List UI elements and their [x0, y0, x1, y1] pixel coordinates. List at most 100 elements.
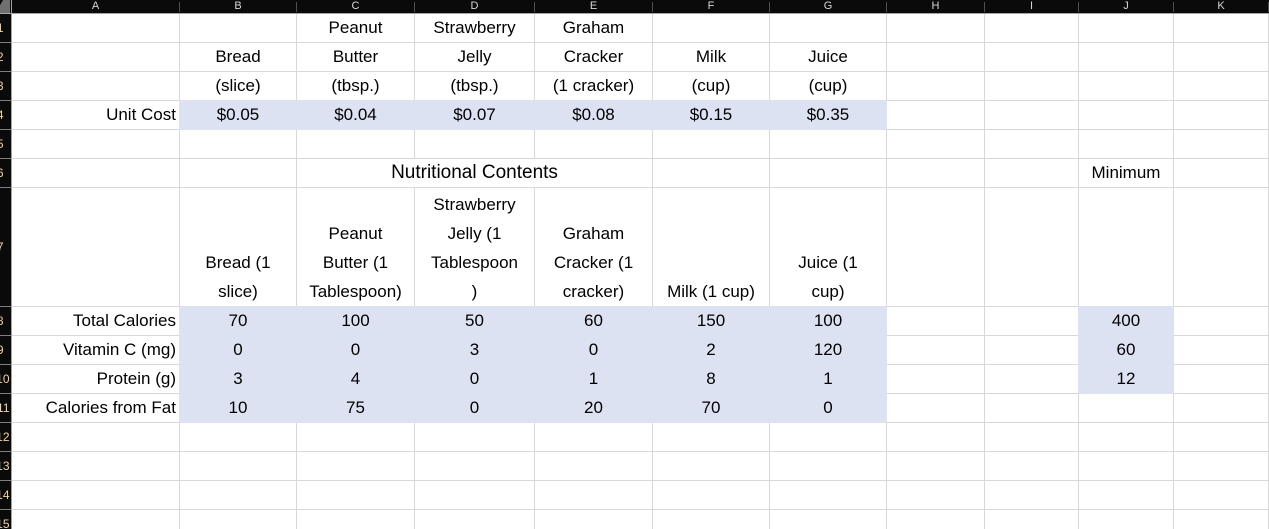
- header-bottom-border: [0, 13, 1269, 14]
- row-header-13[interactable]: 13: [0, 459, 10, 473]
- cell-A4-unit-cost-label[interactable]: Unit Cost: [106, 105, 176, 124]
- cell-E10[interactable]: 1: [588, 369, 599, 388]
- cell-D2[interactable]: Jelly: [457, 47, 492, 66]
- cell-D11[interactable]: 0: [469, 398, 480, 417]
- row-header-1[interactable]: 1: [0, 21, 4, 35]
- column-header-H[interactable]: H: [931, 0, 940, 12]
- cell-E4[interactable]: $0.08: [572, 105, 615, 124]
- gridline-vertical: [652, 14, 653, 529]
- cell-E8[interactable]: 60: [584, 311, 603, 330]
- cell-E7[interactable]: Graham Cracker (1 cracker): [553, 224, 634, 301]
- column-header-separator: [296, 2, 297, 12]
- cell-D4[interactable]: $0.07: [453, 105, 496, 124]
- row-header-15[interactable]: 15: [0, 517, 10, 529]
- column-header-J[interactable]: J: [1123, 0, 1129, 12]
- cell-D3[interactable]: (tbsp.): [450, 76, 499, 95]
- cell-B9[interactable]: 0: [233, 340, 243, 359]
- cell-G3[interactable]: (cup): [808, 76, 848, 95]
- cell-A10-protein-label[interactable]: Protein (g): [96, 369, 176, 388]
- cell-G7[interactable]: Juice (1 cup): [798, 253, 858, 301]
- cell-J10[interactable]: 12: [1116, 369, 1136, 388]
- cell-C3[interactable]: (tbsp.): [331, 76, 380, 95]
- cell-E1[interactable]: Graham: [562, 18, 625, 37]
- column-header-K[interactable]: K: [1217, 0, 1225, 12]
- column-header-G[interactable]: G: [823, 0, 833, 12]
- cell-C4[interactable]: $0.04: [334, 105, 377, 124]
- row-header-6[interactable]: 6: [0, 166, 4, 180]
- column-header-C[interactable]: C: [351, 0, 360, 12]
- row-header-7[interactable]: 7: [0, 240, 4, 254]
- row-header-14[interactable]: 14: [0, 488, 10, 502]
- cell-D7[interactable]: Strawberry Jelly (1 Tablespoon ): [431, 195, 518, 301]
- row-header-8[interactable]: 8: [0, 314, 4, 328]
- row-header-10[interactable]: 10: [0, 372, 10, 386]
- gridline-vertical: [534, 14, 535, 529]
- cell-D6-nutritional-contents-title[interactable]: Nutritional Contents: [391, 162, 558, 183]
- cell-D1[interactable]: Strawberry: [433, 18, 516, 37]
- row-header-5[interactable]: 5: [0, 137, 4, 151]
- cell-F3[interactable]: (cup): [691, 76, 731, 95]
- cell-E9[interactable]: 0: [588, 340, 599, 359]
- cell-D8[interactable]: 50: [465, 311, 484, 330]
- cell-D10[interactable]: 0: [469, 369, 480, 388]
- row-header-3[interactable]: 3: [0, 79, 4, 93]
- cell-F4[interactable]: $0.15: [689, 105, 733, 124]
- cell-B3[interactable]: (slice): [215, 76, 261, 95]
- cell-A8-total-calories-label[interactable]: Total Calories: [73, 311, 176, 330]
- cell-F11[interactable]: 70: [701, 398, 721, 417]
- cell-A11-calories-from-fat-label[interactable]: Calories from Fat: [45, 398, 176, 417]
- cell-G8[interactable]: 100: [813, 311, 843, 330]
- cell-J9[interactable]: 60: [1116, 340, 1136, 359]
- cell-B2[interactable]: Bread: [215, 47, 261, 66]
- column-header-A[interactable]: A: [91, 0, 100, 12]
- cell-B8[interactable]: 70: [228, 311, 248, 330]
- gridline-horizontal: [12, 158, 1269, 159]
- cell-C1[interactable]: Peanut: [328, 18, 383, 37]
- column-header-B[interactable]: B: [234, 0, 242, 12]
- row-header-2[interactable]: 2: [0, 50, 4, 64]
- cell-C2[interactable]: Butter: [332, 47, 379, 66]
- cell-G11[interactable]: 0: [823, 398, 833, 417]
- cell-A9-vitamin-c-label[interactable]: Vitamin C (mg): [62, 340, 176, 359]
- row-header-separator: [0, 100, 11, 101]
- cell-C10[interactable]: 4: [350, 369, 361, 388]
- cell-E2[interactable]: Cracker: [563, 47, 624, 66]
- column-header-E[interactable]: E: [589, 0, 598, 12]
- gridline-horizontal: [12, 187, 1269, 188]
- cell-F7[interactable]: Milk (1 cup): [667, 282, 755, 301]
- row-header-12[interactable]: 12: [0, 430, 10, 444]
- cell-J6-minimum-label[interactable]: Minimum: [1091, 163, 1161, 182]
- cell-G4[interactable]: $0.35: [806, 105, 850, 124]
- cell-B10[interactable]: 3: [233, 369, 243, 388]
- cell-C7[interactable]: Peanut Butter (1 Tablespoon): [309, 224, 402, 301]
- row-header-separator: [0, 480, 11, 481]
- column-header-separator: [886, 2, 887, 12]
- cell-C9[interactable]: 0: [350, 340, 361, 359]
- column-header-separator: [179, 2, 180, 12]
- cell-E3[interactable]: (1 cracker): [552, 76, 635, 95]
- column-header-I[interactable]: I: [1029, 0, 1034, 12]
- cell-F2[interactable]: Milk: [695, 47, 727, 66]
- column-header-F[interactable]: F: [707, 0, 715, 12]
- cell-B11[interactable]: 10: [228, 398, 248, 417]
- cell-C11[interactable]: 75: [346, 398, 365, 417]
- cell-B4[interactable]: $0.05: [216, 105, 260, 124]
- column-header-D[interactable]: D: [470, 0, 479, 12]
- row-header-4[interactable]: 4: [0, 108, 4, 122]
- cell-F8[interactable]: 150: [696, 311, 726, 330]
- cell-D9[interactable]: 3: [469, 340, 480, 359]
- cell-F10[interactable]: 8: [706, 369, 716, 388]
- cell-J8[interactable]: 400: [1111, 311, 1141, 330]
- gridline-vertical: [984, 14, 985, 529]
- row-header-11[interactable]: 11: [0, 401, 10, 415]
- cell-F9[interactable]: 2: [706, 340, 716, 359]
- row-header-9[interactable]: 9: [0, 343, 4, 357]
- cell-G10[interactable]: 1: [823, 369, 833, 388]
- cell-B7[interactable]: Bread (1 slice): [205, 253, 271, 301]
- cell-C8[interactable]: 100: [341, 311, 370, 330]
- cell-G2[interactable]: Juice: [808, 47, 848, 66]
- cell-E11[interactable]: 20: [584, 398, 603, 417]
- cell-G9[interactable]: 120: [813, 340, 843, 359]
- select-all-corner[interactable]: [0, 0, 11, 13]
